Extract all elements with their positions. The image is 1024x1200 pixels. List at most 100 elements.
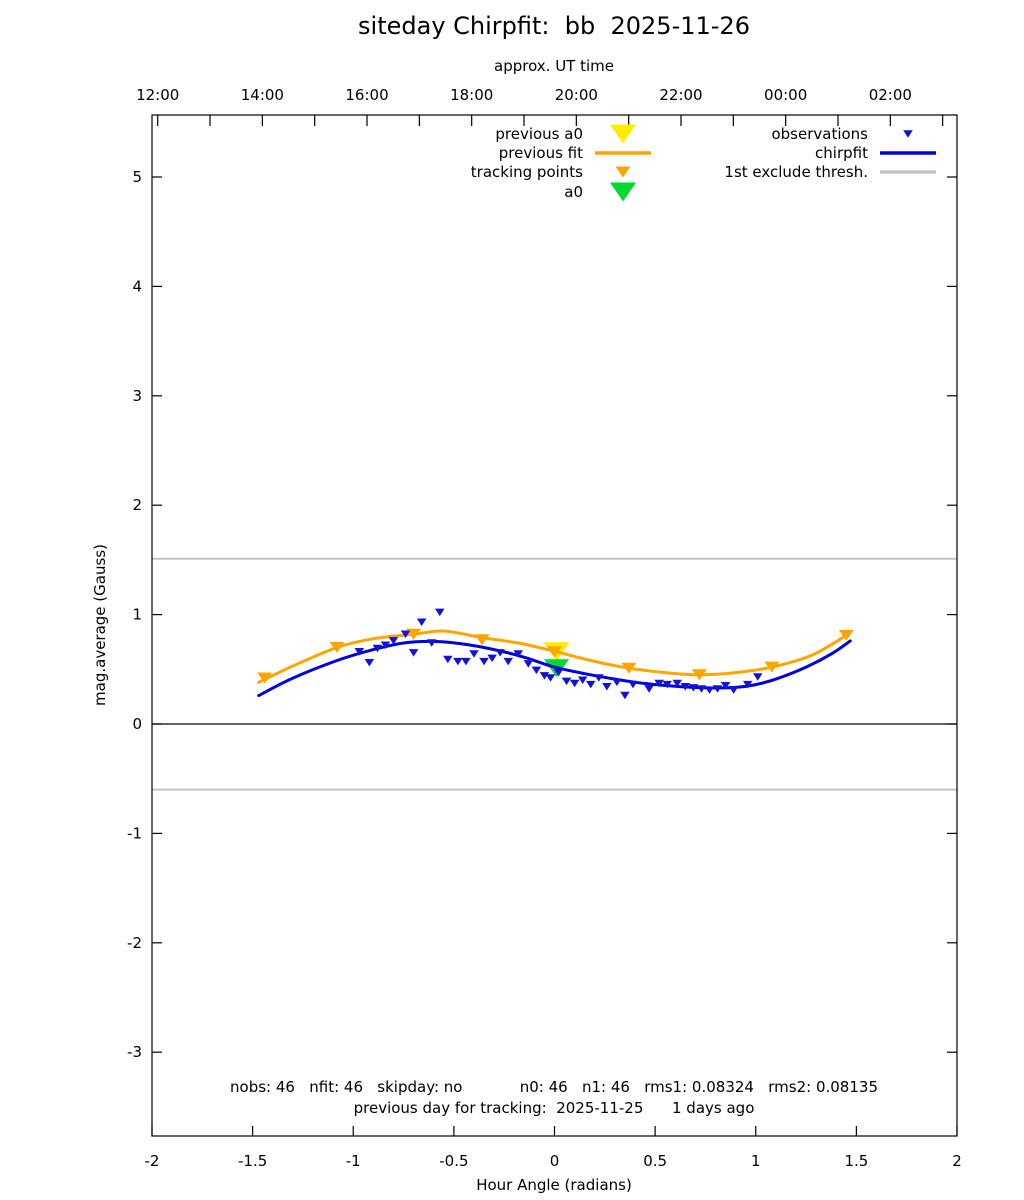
legend-triangle-swatch [610, 124, 636, 144]
observation-marker [569, 679, 580, 688]
observation-marker [513, 650, 524, 658]
observation-marker [742, 680, 753, 689]
legend-label: observations [771, 125, 868, 143]
top-axis-title: approx. UT time [494, 57, 614, 75]
legend-label: 1st exclude thresh. [724, 163, 868, 181]
observation-marker [461, 657, 471, 666]
y-axis-tick-label: -1 [127, 824, 142, 842]
legend-triangle-swatch [610, 182, 636, 202]
top-axis-tick-label: 02:00 [869, 86, 912, 104]
observation-marker [469, 650, 479, 658]
y-axis-tick-label: 4 [132, 277, 142, 295]
top-axis-tick-label: 22:00 [659, 86, 702, 104]
observation-marker [561, 677, 572, 686]
top-axis-tick-label: 16:00 [345, 86, 388, 104]
observation-marker [539, 672, 550, 680]
observation-marker [680, 683, 691, 691]
tracking-point-marker [547, 646, 562, 658]
plot-border [151, 114, 958, 1137]
observation-marker [495, 649, 505, 657]
observation-marker [753, 673, 763, 681]
observation-marker [688, 684, 699, 692]
legend-label: tracking points [471, 163, 583, 181]
legend-label: a0 [564, 183, 583, 201]
observation-marker [354, 648, 365, 656]
observation-marker [435, 608, 445, 617]
y-axis-tick-label: 2 [132, 496, 142, 514]
observation-marker [388, 637, 399, 645]
observation-marker [628, 680, 638, 689]
y-axis-tick-label: 5 [132, 168, 142, 186]
observation-marker [545, 674, 556, 682]
observation-marker [654, 679, 664, 688]
observation-marker [672, 679, 683, 688]
observation-marker [720, 681, 731, 690]
legend-triangle-swatch [615, 166, 631, 178]
x-axis-tick-label: 0.5 [643, 1152, 667, 1170]
observation-marker [602, 683, 612, 691]
legend-label: previous a0 [495, 125, 583, 143]
observation-marker [380, 641, 391, 649]
x-axis-tick-label: -2 [145, 1152, 160, 1170]
x-axis-tick-label: 2 [952, 1152, 962, 1170]
observation-marker [594, 674, 604, 682]
tracking-point-marker [406, 628, 422, 640]
chart-title: siteday Chirpfit: bb 2025-11-26 [358, 12, 750, 40]
observation-marker [443, 655, 453, 664]
tracking-point-marker [329, 641, 345, 653]
x-axis-tick-label: -0.5 [439, 1152, 468, 1170]
observation-marker [704, 686, 715, 694]
chirpfit-curve [257, 639, 852, 698]
observation-marker [372, 644, 383, 653]
legend-label: chirpfit [815, 144, 868, 162]
y-axis-tick-label: 1 [132, 606, 142, 624]
observation-marker [400, 630, 411, 639]
tracking-point-marker [691, 669, 707, 681]
observation-marker [620, 691, 630, 700]
tracking-point-marker [838, 629, 854, 641]
x-axis-tick-label: 0 [550, 1152, 560, 1170]
y-axis-tick-label: 3 [132, 387, 142, 405]
observation-marker [577, 676, 588, 684]
top-axis-tick-label: 14:00 [241, 86, 284, 104]
legend-triangle-swatch [903, 130, 913, 138]
x-axis-tick-label: 1.5 [844, 1152, 868, 1170]
tracking-point-marker [764, 661, 780, 673]
top-axis-tick-label: 20:00 [555, 86, 598, 104]
x-axis-tick-label: -1.5 [238, 1152, 267, 1170]
top-axis-tick-label: 00:00 [764, 86, 807, 104]
tracking-point-marker [621, 662, 637, 674]
observation-marker [523, 660, 534, 668]
observation-marker [453, 657, 463, 666]
tracking-point-marker [257, 672, 273, 684]
top-axis-tick-label: 12:00 [136, 86, 179, 104]
observation-marker [585, 680, 596, 689]
stats-line-1: nobs: 46 nfit: 46 skipday: no n0: 46 n1:… [230, 1078, 878, 1096]
tracking-point-marker [474, 634, 490, 646]
observation-marker [503, 657, 513, 666]
observation-marker [644, 685, 654, 693]
legend-label: previous fit [499, 144, 583, 162]
observation-marker [479, 657, 489, 666]
x-axis-tick-label: 1 [751, 1152, 761, 1170]
observation-marker [553, 668, 564, 677]
y-axis-tick-label: -2 [127, 934, 142, 952]
observation-marker [728, 686, 739, 694]
observation-marker [426, 639, 437, 647]
observation-marker [408, 649, 419, 657]
y-axis-tick-label: -3 [127, 1043, 142, 1061]
observation-marker [696, 685, 707, 693]
top-axis-tick-label: 18:00 [450, 86, 493, 104]
observation-marker [662, 680, 672, 689]
observation-marker [416, 618, 427, 627]
observation-marker [364, 658, 375, 667]
observation-marker [531, 666, 542, 675]
observation-marker [487, 654, 497, 663]
y-axis-tick-label: 0 [132, 715, 142, 733]
x-axis-tick-label: -1 [346, 1152, 361, 1170]
observation-marker [712, 685, 723, 693]
x-axis-title: Hour Angle (radians) [476, 1176, 632, 1194]
observation-marker [612, 678, 622, 687]
